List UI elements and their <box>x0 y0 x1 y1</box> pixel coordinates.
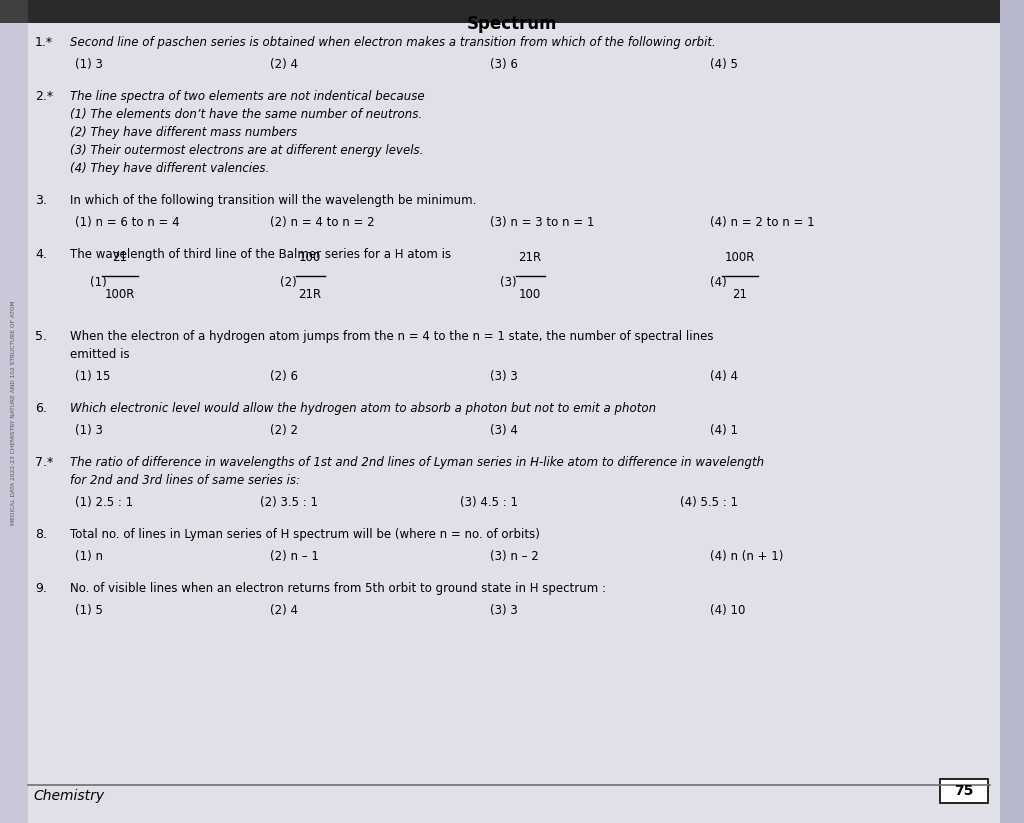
Text: emitted is: emitted is <box>70 348 130 361</box>
Text: 100: 100 <box>519 288 541 301</box>
Text: (2) 6: (2) 6 <box>270 370 298 383</box>
Text: 9.: 9. <box>35 582 47 595</box>
Text: (3) 3: (3) 3 <box>490 604 518 617</box>
Text: 7.*: 7.* <box>35 456 53 469</box>
Text: (3) 3: (3) 3 <box>490 370 518 383</box>
Text: Chemistry: Chemistry <box>33 789 104 803</box>
Text: (1) 2.5 : 1: (1) 2.5 : 1 <box>75 496 133 509</box>
Text: (4) n = 2 to n = 1: (4) n = 2 to n = 1 <box>710 216 815 229</box>
Text: Which electronic level would allow the hydrogen atom to absorb a photon but not : Which electronic level would allow the h… <box>70 402 656 415</box>
Text: 4.: 4. <box>35 248 47 261</box>
Text: (2) 3.5 : 1: (2) 3.5 : 1 <box>260 496 318 509</box>
Text: In which of the following transition will the wavelength be minimum.: In which of the following transition wil… <box>70 194 476 207</box>
Text: 100R: 100R <box>725 251 755 264</box>
Text: (4) n (n + 1): (4) n (n + 1) <box>710 550 783 563</box>
Text: 75: 75 <box>954 784 974 798</box>
Bar <box>0 0 28 823</box>
Text: 21: 21 <box>113 251 128 264</box>
Text: (3) n = 3 to n = 1: (3) n = 3 to n = 1 <box>490 216 594 229</box>
Text: (4) 5: (4) 5 <box>710 58 738 71</box>
Text: Second line of paschen series is obtained when electron makes a transition from : Second line of paschen series is obtaine… <box>70 36 716 49</box>
Bar <box>940 779 988 803</box>
Text: The ratio of difference in wavelengths of 1st and 2nd lines of Lyman series in H: The ratio of difference in wavelengths o… <box>70 456 764 469</box>
Text: (2) 4: (2) 4 <box>270 604 298 617</box>
Text: (3) 4.5 : 1: (3) 4.5 : 1 <box>460 496 518 509</box>
Text: (1) 3: (1) 3 <box>75 58 102 71</box>
Text: No. of visible lines when an electron returns from 5th orbit to ground state in : No. of visible lines when an electron re… <box>70 582 606 595</box>
Text: (3): (3) <box>500 276 517 289</box>
Text: 100R: 100R <box>104 288 135 301</box>
Text: (4): (4) <box>710 276 727 289</box>
Bar <box>1000 0 1024 823</box>
Text: When the electron of a hydrogen atom jumps from the n = 4 to the n = 1 state, th: When the electron of a hydrogen atom jum… <box>70 330 714 343</box>
Text: (1) 3: (1) 3 <box>75 424 102 437</box>
Text: (1): (1) <box>90 276 106 289</box>
Text: (3) 6: (3) 6 <box>490 58 518 71</box>
Text: 5.: 5. <box>35 330 47 343</box>
Text: (3) n – 2: (3) n – 2 <box>490 550 539 563</box>
Text: 21R: 21R <box>518 251 542 264</box>
Text: 6.: 6. <box>35 402 47 415</box>
Text: 8.: 8. <box>35 528 47 541</box>
Text: Spectrum: Spectrum <box>467 15 557 33</box>
Text: (1) 15: (1) 15 <box>75 370 111 383</box>
Text: 2.*: 2.* <box>35 90 53 103</box>
Text: (4) 4: (4) 4 <box>710 370 738 383</box>
Text: Total no. of lines in Lyman series of H spectrum will be (where n = no. of orbit: Total no. of lines in Lyman series of H … <box>70 528 540 541</box>
Text: (3) 4: (3) 4 <box>490 424 518 437</box>
Text: The line spectra of two elements are not indentical because: The line spectra of two elements are not… <box>70 90 425 103</box>
Text: (1) n: (1) n <box>75 550 103 563</box>
Text: MEDICAL DATA 2022-23 CHEMISTRY NATURE AND 102 STRUCTURE OF ATOM: MEDICAL DATA 2022-23 CHEMISTRY NATURE AN… <box>11 300 16 525</box>
Text: 21: 21 <box>732 288 748 301</box>
Text: (2) They have different mass numbers: (2) They have different mass numbers <box>70 126 297 139</box>
Text: (4) 1: (4) 1 <box>710 424 738 437</box>
Text: 100: 100 <box>299 251 322 264</box>
Text: (4) 5.5 : 1: (4) 5.5 : 1 <box>680 496 738 509</box>
Text: (4) They have different valencies.: (4) They have different valencies. <box>70 162 269 175</box>
Text: (2) 4: (2) 4 <box>270 58 298 71</box>
Text: 3.: 3. <box>35 194 47 207</box>
Text: (4) 10: (4) 10 <box>710 604 745 617</box>
Bar <box>28 0 1000 23</box>
Text: (2) n = 4 to n = 2: (2) n = 4 to n = 2 <box>270 216 375 229</box>
Text: (2) n – 1: (2) n – 1 <box>270 550 318 563</box>
Text: (1) 5: (1) 5 <box>75 604 102 617</box>
Text: (3) Their outermost electrons are at different energy levels.: (3) Their outermost electrons are at dif… <box>70 144 423 157</box>
Text: The wavelength of third line of the Balmer series for a H atom is: The wavelength of third line of the Balm… <box>70 248 452 261</box>
Text: for 2nd and 3rd lines of same series is:: for 2nd and 3rd lines of same series is: <box>70 474 300 487</box>
Text: (2) 2: (2) 2 <box>270 424 298 437</box>
Text: (1) n = 6 to n = 4: (1) n = 6 to n = 4 <box>75 216 179 229</box>
Bar <box>0 0 28 23</box>
Text: 1.*: 1.* <box>35 36 53 49</box>
Text: 21R: 21R <box>298 288 322 301</box>
Text: (2): (2) <box>280 276 297 289</box>
Text: (1) The elements don’t have the same number of neutrons.: (1) The elements don’t have the same num… <box>70 108 422 121</box>
